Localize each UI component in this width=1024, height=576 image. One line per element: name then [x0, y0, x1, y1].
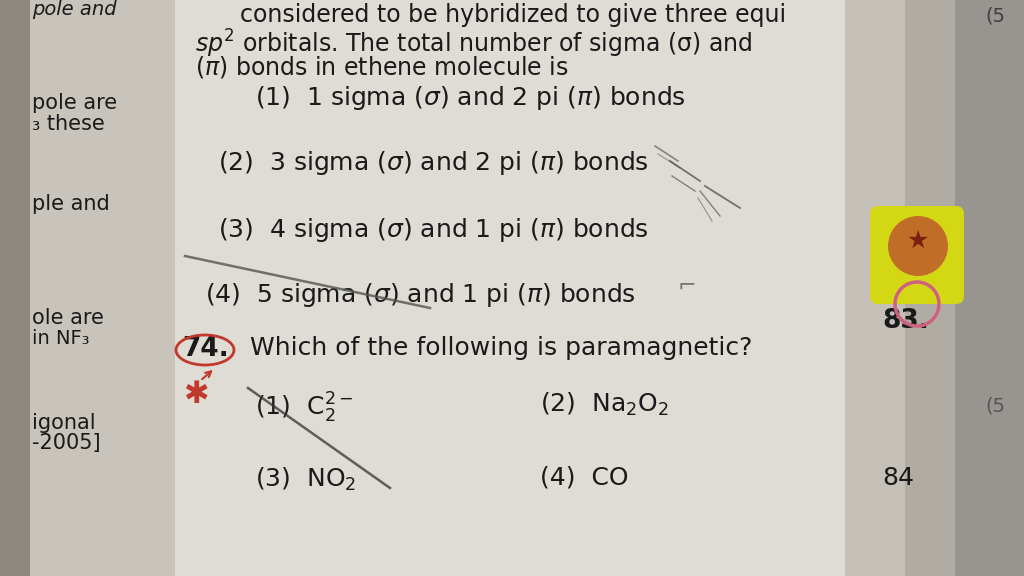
Bar: [845, 0, 905, 576]
Text: (5: (5: [985, 6, 1005, 25]
Text: (1)  $\mathregular{C_2^{2-}}$: (1) $\mathregular{C_2^{2-}}$: [255, 391, 353, 425]
Text: pole are: pole are: [32, 93, 117, 113]
Text: ★: ★: [907, 229, 929, 253]
Text: ($\pi$) bonds in ethene molecule is: ($\pi$) bonds in ethene molecule is: [195, 54, 568, 80]
Text: ✱: ✱: [183, 380, 209, 409]
Text: pole and: pole and: [32, 0, 117, 19]
Text: $sp^2$ orbitals. The total number of sigma (σ) and: $sp^2$ orbitals. The total number of sig…: [195, 28, 753, 60]
Text: ple and: ple and: [32, 194, 110, 214]
Text: (1)  1 sigma ($\sigma$) and 2 pi ($\pi$) bonds: (1) 1 sigma ($\sigma$) and 2 pi ($\pi$) …: [255, 84, 686, 112]
Text: (2)  3 sigma ($\sigma$) and 2 pi ($\pi$) bonds: (2) 3 sigma ($\sigma$) and 2 pi ($\pi$) …: [218, 149, 649, 177]
Bar: [175, 0, 845, 576]
Text: 82.: 82.: [882, 208, 926, 232]
Bar: [905, 0, 955, 576]
Bar: [955, 0, 1024, 576]
Text: in NF₃: in NF₃: [32, 329, 89, 348]
Text: ⌐: ⌐: [678, 276, 696, 296]
FancyBboxPatch shape: [870, 206, 964, 304]
Text: ole are: ole are: [32, 308, 103, 328]
Text: igonal: igonal: [32, 413, 95, 433]
Bar: [0, 0, 30, 576]
Text: 83.: 83.: [882, 308, 929, 334]
Text: Which of the following is paramagnetic?: Which of the following is paramagnetic?: [250, 336, 753, 360]
Text: considered to be hybridized to give three equi: considered to be hybridized to give thre…: [240, 3, 786, 27]
Bar: [175, 0, 845, 576]
Text: -2005]: -2005]: [32, 433, 100, 453]
Text: (5: (5: [985, 396, 1005, 415]
Text: ₃ these: ₃ these: [32, 114, 104, 134]
Text: (4)  CO: (4) CO: [540, 466, 629, 490]
Circle shape: [888, 216, 948, 276]
Text: (3)  4 sigma ($\sigma$) and 1 pi ($\pi$) bonds: (3) 4 sigma ($\sigma$) and 1 pi ($\pi$) …: [218, 216, 649, 244]
Text: (4)  5 sigma ($\sigma$) and 1 pi ($\pi$) bonds: (4) 5 sigma ($\sigma$) and 1 pi ($\pi$) …: [205, 281, 636, 309]
Text: (3)  $\mathregular{NO_2}$: (3) $\mathregular{NO_2}$: [255, 466, 356, 493]
Text: 74.: 74.: [182, 336, 228, 362]
Text: 84: 84: [882, 466, 914, 490]
Text: (2)  $\mathregular{Na_2O_2}$: (2) $\mathregular{Na_2O_2}$: [540, 391, 669, 418]
Bar: [30, 0, 175, 576]
Bar: [905, 0, 955, 576]
